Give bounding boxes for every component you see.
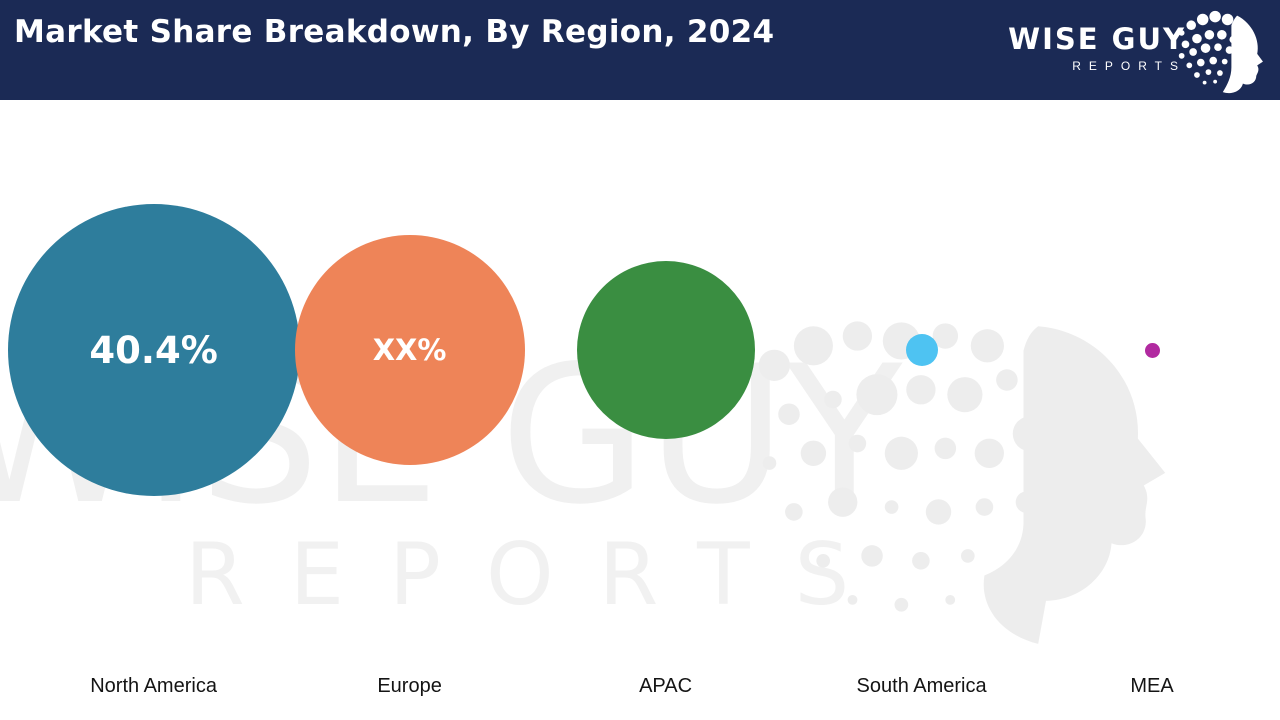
bubble-apac [576,261,755,439]
header: Market Share Breakdown, By Region, 2024 … [0,0,1280,100]
column-apac: APAC [506,100,826,720]
category-label-apac: APAC [639,675,693,697]
category-label-north-america: North America [90,675,217,697]
column-mea: MEA [992,100,1280,720]
column-north-america: 40.4% North America [0,100,314,720]
category-label-europe: Europe [377,675,442,697]
column-south-america: South America [762,100,1082,720]
bubble-north-america: 40.4% [7,204,300,496]
bubble-value-label: 40.4% [89,328,218,372]
logo: WISE GUY REPORTS [1008,0,1280,96]
logo-head-icon [1178,10,1263,94]
logo-subtitle: REPORTS [1072,59,1186,73]
bubble-mea [1144,342,1160,358]
bubble-south-america [905,334,938,366]
bubble-chart: WISE GUY REPORTS 40.4%North AmericaXX%Eu… [0,100,1280,720]
page-title: Market Share Breakdown, By Region, 2024 [14,14,775,50]
logo-text: WISE GUY REPORTS [1008,22,1186,73]
logo-wordmark: WISE GUY [1008,22,1186,56]
bubble-value-label: XX% [372,333,447,367]
column-europe: XX% Europe [250,100,570,720]
category-label-south-america: South America [856,675,987,697]
category-label-mea: MEA [1130,675,1174,697]
bubble-europe: XX% [294,235,525,465]
